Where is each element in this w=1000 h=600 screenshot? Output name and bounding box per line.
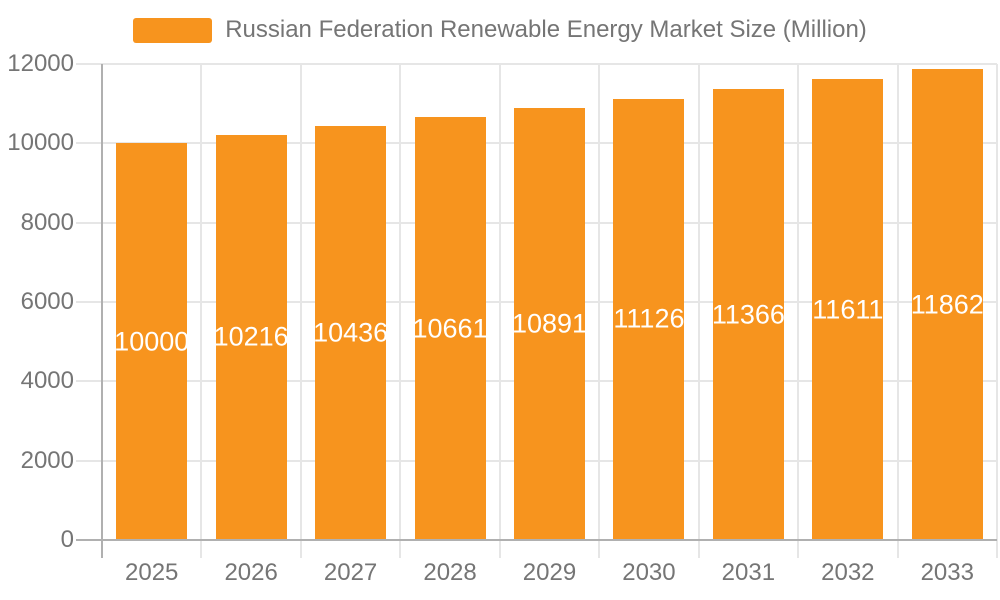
bar-value-label: 10661 <box>412 313 488 344</box>
x-tick-label: 2031 <box>721 559 776 586</box>
bar-value-label: 10436 <box>313 317 389 348</box>
y-tick-label: 2000 <box>20 446 74 474</box>
bar[interactable]: 11862 <box>910 69 984 540</box>
gridline-vertical <box>498 64 501 558</box>
y-tick-label: 10000 <box>7 129 74 157</box>
y-tick-label: 0 <box>60 526 74 553</box>
gridline-vertical <box>797 64 800 558</box>
bar-value-label: 11611 <box>812 294 884 325</box>
x-axis-line <box>76 539 997 541</box>
gridline-vertical <box>200 64 203 558</box>
x-tick-label: 2026 <box>224 559 278 586</box>
legend-item[interactable]: Russian Federation Renewable Energy Mark… <box>0 16 1000 44</box>
bar[interactable]: 10661 <box>412 117 488 540</box>
gridline-vertical <box>598 64 601 558</box>
x-tick-label: 2027 <box>323 559 378 586</box>
bar-value-label: 11862 <box>910 289 984 320</box>
y-tick-label: 6000 <box>20 288 74 315</box>
bar[interactable]: 10216 <box>213 134 289 540</box>
bar[interactable]: 10436 <box>313 126 389 540</box>
gridline-vertical <box>399 64 402 558</box>
y-axis-line <box>101 64 103 558</box>
plot-area: 10000 10216 10436 10661 10891 11126 11366 11611… <box>7 50 998 586</box>
x-tick-label: 2033 <box>920 559 974 586</box>
gridline-vertical <box>996 64 998 558</box>
y-tick-label: 8000 <box>20 208 74 236</box>
bar-value-label: 10891 <box>511 308 588 339</box>
x-tick-label: 2025 <box>125 559 179 586</box>
bar[interactable]: 11366 <box>711 89 785 540</box>
gridline-vertical <box>896 64 899 558</box>
bar[interactable]: 10000 <box>114 143 190 540</box>
bar-value-label: 10216 <box>213 321 289 352</box>
y-tick-label: 12000 <box>7 50 74 77</box>
x-tick-label: 2028 <box>423 559 477 586</box>
legend-swatch <box>133 17 213 43</box>
x-tick-label: 2032 <box>821 559 875 586</box>
bar[interactable]: 11126 <box>613 98 685 540</box>
bar-value-label: 10000 <box>114 326 190 357</box>
gridline-vertical <box>299 64 302 558</box>
x-tick-label: 2030 <box>622 559 676 586</box>
bar[interactable]: 11611 <box>812 79 883 540</box>
legend-label: Russian Federation Renewable Energy Mark… <box>225 16 867 43</box>
bar-value-label: 11126 <box>613 303 685 334</box>
y-tick-label: 4000 <box>20 367 74 395</box>
bar[interactable]: 10891 <box>511 107 588 540</box>
gridline-vertical <box>697 64 700 558</box>
gridline-horizontal <box>76 63 997 65</box>
x-tick-label: 2029 <box>522 559 577 586</box>
bar-value-label: 11366 <box>711 299 785 330</box>
